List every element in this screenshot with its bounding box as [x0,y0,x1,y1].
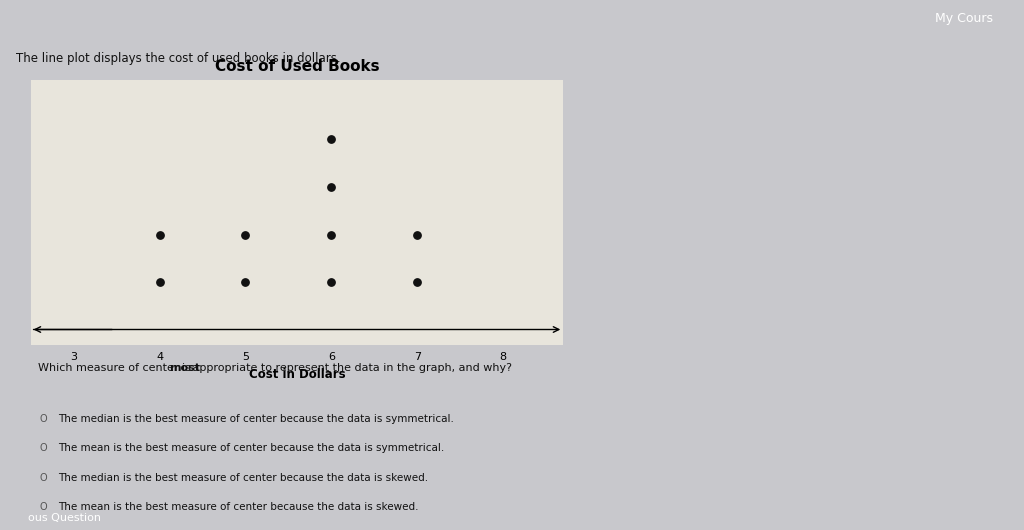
Title: Cost of Used Books: Cost of Used Books [215,59,379,74]
Point [238,230,254,239]
Point [324,230,340,239]
Text: The line plot displays the cost of used books in dollars.: The line plot displays the cost of used … [16,52,341,65]
Point [409,230,425,239]
Point [324,278,340,286]
Text: O: O [39,502,47,511]
Text: O: O [39,444,47,453]
Text: Which measure of center is: Which measure of center is [38,364,195,373]
Text: ous Question: ous Question [28,513,100,523]
Point [324,183,340,191]
Text: The median is the best measure of center because the data is symmetrical.: The median is the best measure of center… [58,414,454,424]
Text: O: O [39,473,47,482]
Point [324,135,340,144]
Text: appropriate to represent the data in the graph, and why?: appropriate to represent the data in the… [189,364,512,373]
Text: O: O [39,414,47,424]
Text: The median is the best measure of center because the data is skewed.: The median is the best measure of center… [58,473,428,482]
Text: The mean is the best measure of center because the data is symmetrical.: The mean is the best measure of center b… [58,444,444,453]
X-axis label: Cost in Dollars: Cost in Dollars [249,368,345,381]
Point [152,278,168,286]
Point [152,230,168,239]
Point [238,278,254,286]
Text: My Cours: My Cours [935,12,993,25]
Text: most: most [170,364,201,373]
Text: The mean is the best measure of center because the data is skewed.: The mean is the best measure of center b… [58,502,419,511]
Point [409,278,425,286]
